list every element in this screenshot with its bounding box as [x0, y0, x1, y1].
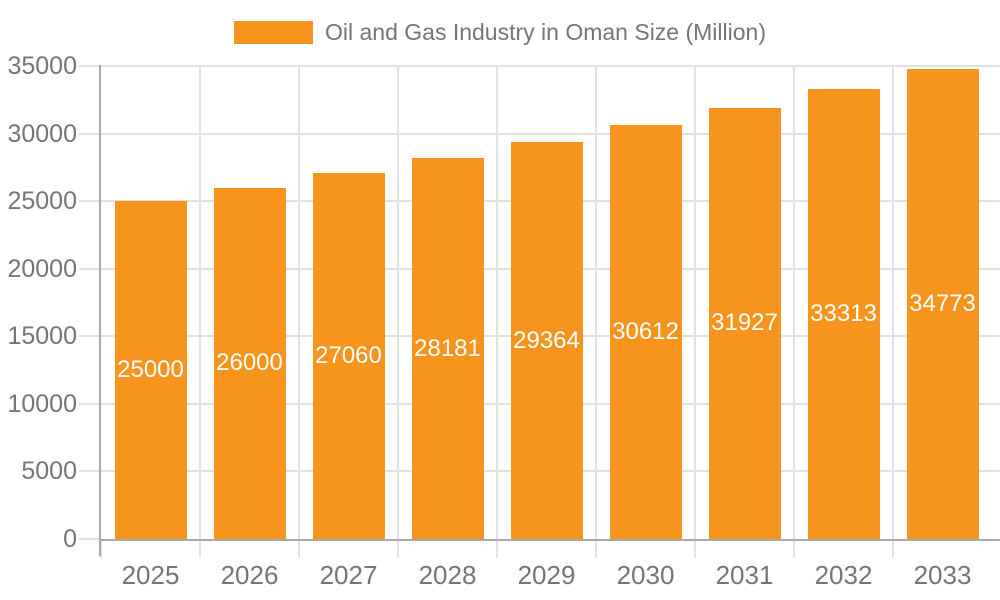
x-gridline [397, 66, 399, 539]
y-tick [79, 402, 101, 405]
x-gridline [496, 66, 498, 539]
y-tick [79, 267, 101, 270]
x-tick [298, 539, 300, 558]
x-gridline [892, 66, 894, 539]
x-tick [793, 539, 795, 558]
y-tick [79, 200, 101, 203]
x-gridline [595, 66, 597, 539]
x-gridline [793, 66, 795, 539]
y-axis-label: 10000 [7, 389, 77, 418]
legend-swatch [234, 20, 313, 44]
bar[interactable] [114, 201, 187, 539]
bar[interactable] [708, 107, 781, 539]
legend-item[interactable]: Oil and Gas Industry in Oman Size (Milli… [0, 14, 1000, 50]
y-gridline [101, 132, 1000, 135]
x-axis-label: 2032 [814, 560, 873, 590]
bar[interactable] [312, 173, 385, 539]
x-axis-label: 2025 [121, 560, 180, 590]
y-gridline [101, 65, 1000, 67]
x-axis-label: 2028 [418, 560, 477, 590]
x-tick [595, 539, 597, 558]
x-gridline [199, 66, 201, 539]
y-axis-label: 30000 [7, 119, 77, 148]
y-tick [79, 538, 101, 540]
x-axis-label: 2033 [913, 560, 972, 590]
y-axis-label: 5000 [21, 457, 77, 486]
y-axis-label: 35000 [7, 52, 77, 80]
y-tick [79, 65, 101, 67]
y-tick [79, 132, 101, 135]
bar[interactable] [906, 69, 979, 539]
bar[interactable] [411, 158, 484, 539]
y-axis-label: 20000 [7, 254, 77, 283]
x-axis-label: 2029 [517, 560, 576, 590]
y-axis-label: 25000 [7, 187, 77, 216]
legend-label: Oil and Gas Industry in Oman Size (Milli… [325, 18, 766, 45]
bar[interactable] [807, 88, 880, 539]
x-axis-label: 2030 [616, 560, 675, 590]
bar[interactable] [213, 187, 286, 539]
bar[interactable] [510, 142, 583, 539]
y-axis-line [99, 65, 101, 556]
x-axis-line [99, 539, 1000, 541]
y-axis-label: 0 [63, 525, 77, 553]
x-tick [100, 539, 102, 558]
x-gridline [298, 66, 300, 539]
x-tick [199, 539, 201, 558]
x-tick [397, 539, 399, 558]
y-tick [79, 335, 101, 338]
x-tick [694, 539, 696, 558]
x-tick [892, 539, 894, 558]
x-axis-label: 2031 [715, 560, 774, 590]
x-axis-label: 2026 [220, 560, 279, 590]
y-tick [79, 470, 101, 473]
x-gridline [694, 66, 696, 539]
x-axis-label: 2027 [319, 560, 378, 590]
y-axis-label: 15000 [7, 322, 77, 351]
x-tick [496, 539, 498, 558]
bar[interactable] [609, 125, 682, 539]
